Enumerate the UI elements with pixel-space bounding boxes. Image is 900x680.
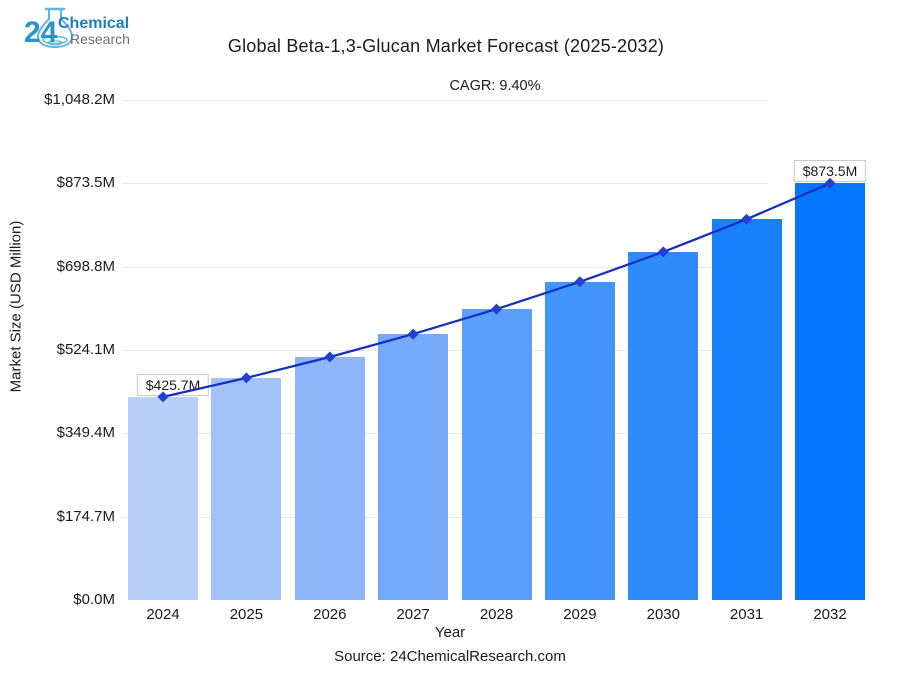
line-marker: [157, 391, 169, 403]
x-tick-label: 2032: [813, 606, 847, 623]
y-axis-tick-labels: $0.0M $174.7M $349.4M $524.1M $698.8M $873.5M…: [0, 0, 115, 680]
x-tick-label: 2024: [146, 606, 180, 623]
chart-subtitle: CAGR: 9.40%: [449, 78, 541, 94]
bar-2024: [128, 396, 198, 600]
x-axis-title: Year: [434, 624, 466, 641]
source-note: Source: 24ChemicalResearch.com: [334, 648, 566, 665]
line-series: [157, 177, 836, 403]
trend-line: [162, 182, 831, 398]
line-marker: [657, 246, 669, 258]
chart-title: Global Beta-1,3-Glucan Market Forecast (…: [227, 36, 665, 56]
bar-2029: [544, 281, 615, 600]
bar-2025: [211, 377, 282, 600]
x-tick-label: 2025: [229, 606, 264, 623]
x-tick-label: 2027: [396, 606, 430, 623]
gridline: [122, 183, 768, 185]
bar-2032: [795, 183, 865, 600]
data-label-2032: $873.5M: [793, 160, 867, 183]
bar-2027: [378, 334, 449, 600]
logo: 24 Chemical Research: [24, 7, 130, 49]
y-tick-label: $174.7M: [56, 507, 115, 525]
y-tick-label: $0.0M: [73, 591, 115, 608]
line-marker: [491, 303, 502, 315]
logo-word-research: Research: [70, 31, 130, 47]
logo-word-chemical: Chemical: [58, 15, 129, 32]
bar-2031: [711, 219, 782, 600]
line-marker: [407, 328, 419, 340]
y-tick-label: $1,048.2M: [44, 91, 115, 108]
gridline: [122, 266, 768, 268]
line-marker: [240, 372, 252, 384]
y-tick-label: $524.1M: [56, 341, 115, 358]
x-tick-label: 2030: [646, 606, 680, 623]
bar-2028: [461, 309, 532, 600]
x-tick-label: 2028: [479, 606, 514, 623]
flask-icon: [36, 7, 74, 49]
logo-number: 24: [24, 16, 58, 49]
gridline: [122, 100, 768, 101]
line-marker: [741, 213, 753, 225]
bar-2030: [628, 251, 699, 600]
x-tick-label: 2031: [729, 606, 764, 623]
x-tick-label: 2026: [313, 606, 347, 623]
line-marker: [574, 276, 586, 288]
y-tick-label: $349.4M: [56, 424, 115, 442]
y-tick-label: $698.8M: [56, 257, 115, 275]
line-marker: [324, 351, 336, 363]
plot-area: $425.7M $873.5M: [122, 100, 868, 600]
x-tick-label: 2029: [563, 606, 597, 623]
y-tick-label: $873.5M: [56, 174, 115, 192]
line-marker: [824, 177, 836, 189]
bar-2026: [294, 357, 365, 600]
